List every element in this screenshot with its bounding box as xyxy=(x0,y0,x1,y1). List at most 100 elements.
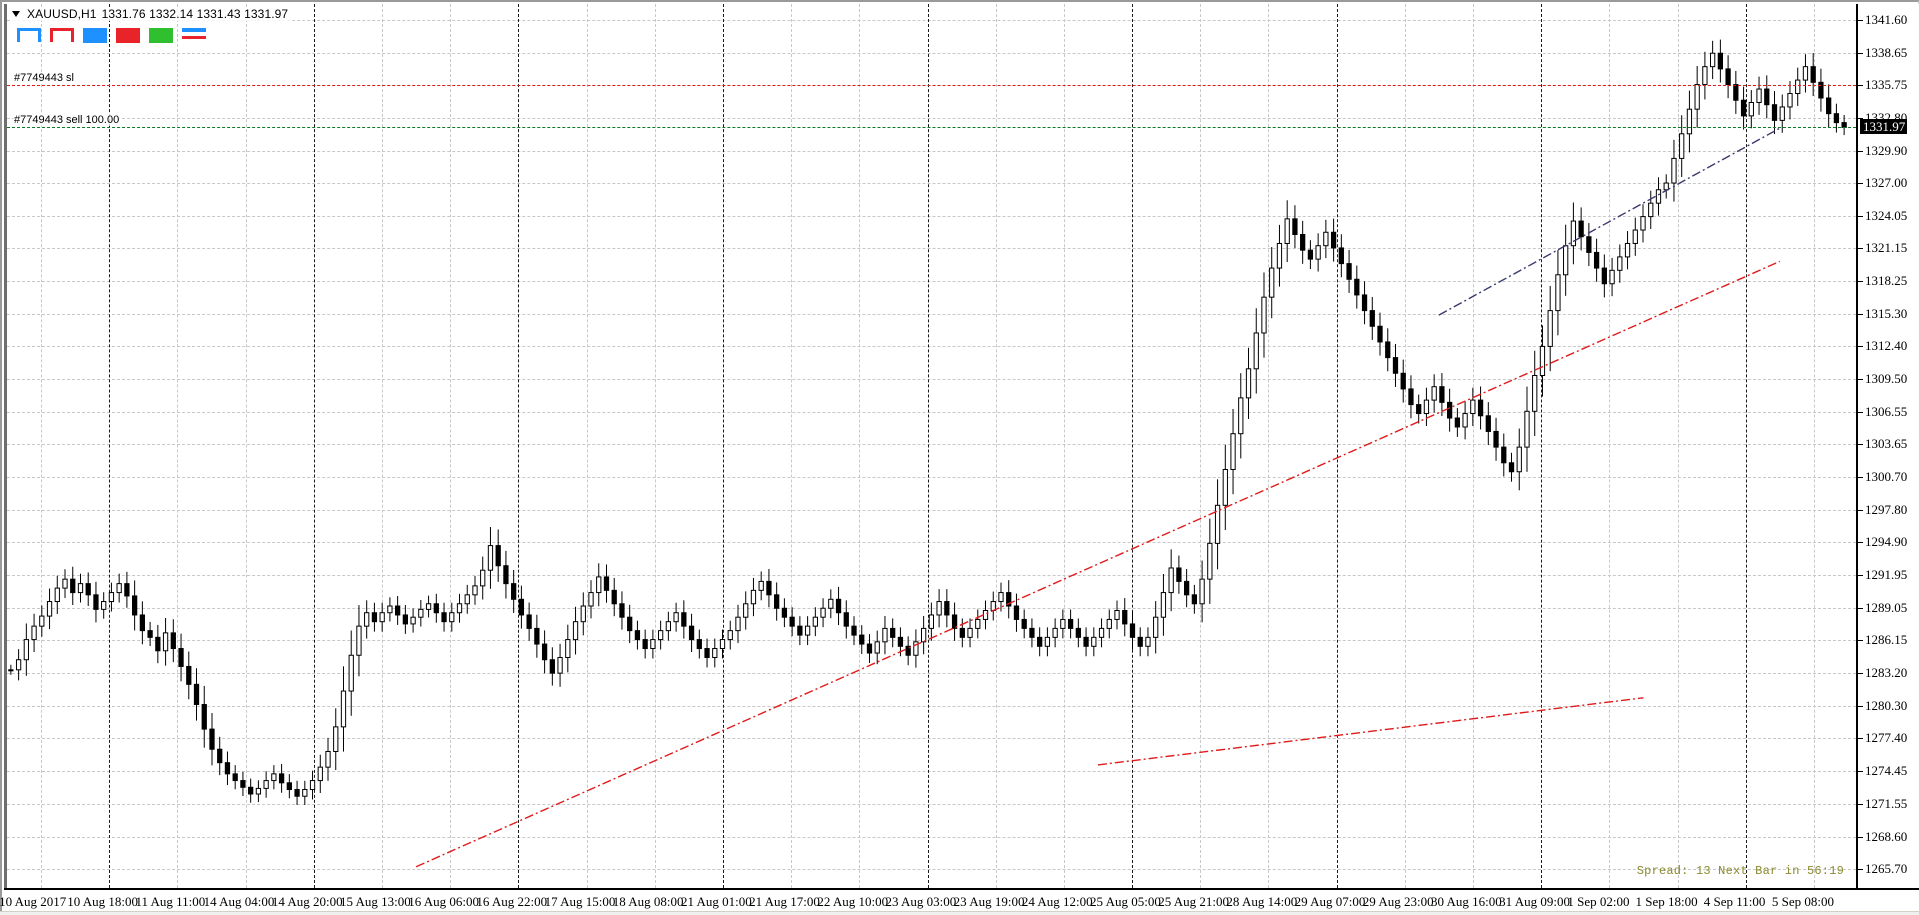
vertical-gridline xyxy=(382,4,384,888)
order-sl-line[interactable] xyxy=(7,85,1856,87)
price-tick xyxy=(1858,280,1863,282)
price-axis-label: 1312.40 xyxy=(1865,338,1908,354)
price-axis-label: 1321.15 xyxy=(1865,240,1908,256)
vertical-gridline xyxy=(654,4,656,888)
chart-inner-frame: #7749443 sl #7749443 sell 100.00 XAUUSD,H… xyxy=(0,4,1919,913)
time-axis-label: 25 Aug 21:00 xyxy=(1158,894,1230,909)
price-axis-label: 1268.60 xyxy=(1865,828,1908,844)
horizontal-gridline xyxy=(7,378,1856,380)
time-axis-label: 22 Aug 10:00 xyxy=(817,894,889,909)
horizontal-gridline xyxy=(7,118,1856,120)
swatch-filled-green-icon[interactable] xyxy=(149,28,173,43)
time-axis-label: 29 Aug 07:00 xyxy=(1294,894,1366,909)
price-tick xyxy=(1858,85,1863,87)
horizontal-gridline xyxy=(7,738,1856,740)
price-tick xyxy=(1858,771,1863,773)
horizontal-gridline xyxy=(7,216,1856,218)
price-axis-label: 1274.45 xyxy=(1865,763,1908,779)
horizontal-gridline xyxy=(7,836,1856,838)
horizontal-gridline xyxy=(7,52,1856,54)
price-tick xyxy=(1858,118,1863,120)
order-sell-line[interactable] xyxy=(7,127,1856,129)
time-axis-label: 5 Sep 08:00 xyxy=(1771,894,1835,909)
swatch-outline-blue-icon[interactable] xyxy=(17,28,41,42)
resistance-upper xyxy=(1438,127,1781,316)
price-axis-label: 1297.80 xyxy=(1865,501,1908,517)
vertical-gridline xyxy=(1677,4,1679,888)
price-tick xyxy=(1858,607,1863,609)
current-price-tag: 1331.97 xyxy=(1860,119,1908,135)
price-axis-label: 1286.15 xyxy=(1865,632,1908,648)
vertical-gridline xyxy=(1541,4,1543,888)
trendline-overlay[interactable] xyxy=(4,4,1856,888)
swatch-filled-red-icon[interactable] xyxy=(116,28,140,43)
time-axis-label: 16 Aug 06:00 xyxy=(408,894,479,909)
price-tick xyxy=(1858,378,1863,380)
indicator-legend xyxy=(17,28,206,43)
time-axis-label: 1 Sep 18:00 xyxy=(1635,894,1698,909)
horizontal-gridline xyxy=(7,542,1856,544)
vertical-gridline xyxy=(586,4,588,888)
ohlc-values-label: 1331.76 1332.14 1331.43 1331.97 xyxy=(101,7,289,21)
time-axis-label: 18 Aug 08:00 xyxy=(612,894,684,909)
vertical-gridline xyxy=(859,4,861,888)
time-axis-label: 21 Aug 17:00 xyxy=(749,894,820,909)
chart-header: XAUUSD,H1 1331.76 1332.14 1331.43 1331.9… xyxy=(10,7,291,21)
price-tick xyxy=(1858,509,1863,511)
price-axis-label: 1303.65 xyxy=(1865,436,1908,452)
price-axis-label: 1277.40 xyxy=(1865,730,1908,746)
price-tick xyxy=(1858,313,1863,315)
horizontal-gridline xyxy=(7,183,1856,185)
vertical-gridline xyxy=(1063,4,1065,888)
swatch-lines-icon[interactable] xyxy=(182,28,206,43)
horizontal-gridline xyxy=(7,803,1856,805)
chart-plot-area[interactable]: #7749443 sl #7749443 sell 100.00 XAUUSD,H… xyxy=(4,4,1856,888)
price-axis-label: 1300.70 xyxy=(1865,469,1908,485)
support-main xyxy=(415,260,1781,868)
horizontal-gridline xyxy=(7,771,1856,773)
price-axis-label: 1338.65 xyxy=(1865,44,1908,60)
price-axis-label: 1335.75 xyxy=(1865,77,1908,93)
price-axis[interactable]: 1341.60 1338.65 1335.75 1332.80 1329.90 1327.… xyxy=(1856,4,1919,888)
price-axis-label: 1283.20 xyxy=(1865,665,1908,681)
vertical-gridline xyxy=(1404,4,1406,888)
horizontal-gridline xyxy=(7,705,1856,707)
time-axis-label: 1 Sep 02:00 xyxy=(1567,894,1630,909)
time-axis-label: 28 Aug 14:00 xyxy=(1226,894,1298,909)
time-axis-label: 11 Aug 11:00 xyxy=(135,894,206,909)
time-axis-label: 14 Aug 04:00 xyxy=(203,894,275,909)
vertical-gridline xyxy=(1609,4,1611,888)
horizontal-gridline xyxy=(7,477,1856,479)
price-axis-label: 1324.05 xyxy=(1865,208,1908,224)
price-tick xyxy=(1858,738,1863,740)
vertical-gridline xyxy=(518,4,520,888)
horizontal-gridline xyxy=(7,868,1856,870)
support-inner xyxy=(1097,697,1644,766)
triangle-down-icon[interactable] xyxy=(12,11,20,17)
time-axis-label: 29 Aug 23:00 xyxy=(1362,894,1434,909)
vertical-gridline xyxy=(995,4,997,888)
swatch-filled-blue-icon[interactable] xyxy=(83,28,107,43)
horizontal-gridline xyxy=(7,411,1856,413)
time-axis-label: 14 Aug 20:00 xyxy=(271,894,343,909)
vertical-gridline xyxy=(41,4,43,888)
price-axis-label: 1291.95 xyxy=(1865,567,1908,583)
status-bar-text: Spread: 13 Next Bar in 56:19 xyxy=(1636,864,1844,878)
time-axis-label: 21 Aug 01:00 xyxy=(680,894,752,909)
vertical-gridline xyxy=(1813,4,1815,888)
symbol-period-label: XAUUSD,H1 xyxy=(27,7,97,21)
vertical-gridline xyxy=(450,4,452,888)
vertical-gridline xyxy=(927,4,929,888)
price-tick xyxy=(1858,19,1863,21)
price-tick xyxy=(1858,868,1863,870)
price-axis-label: 1309.50 xyxy=(1865,370,1908,386)
plot-left-border xyxy=(4,4,7,888)
price-tick xyxy=(1858,836,1863,838)
vertical-gridline xyxy=(722,4,724,888)
swatch-outline-red-icon[interactable] xyxy=(50,28,74,42)
vertical-gridline xyxy=(1268,4,1270,888)
price-axis-label: 1265.70 xyxy=(1865,860,1908,876)
time-axis[interactable]: 10 Aug 2017 10 Aug 18:00 11 Aug 11:00 14 Au… xyxy=(0,888,1919,913)
price-axis-label: 1306.55 xyxy=(1865,403,1908,419)
